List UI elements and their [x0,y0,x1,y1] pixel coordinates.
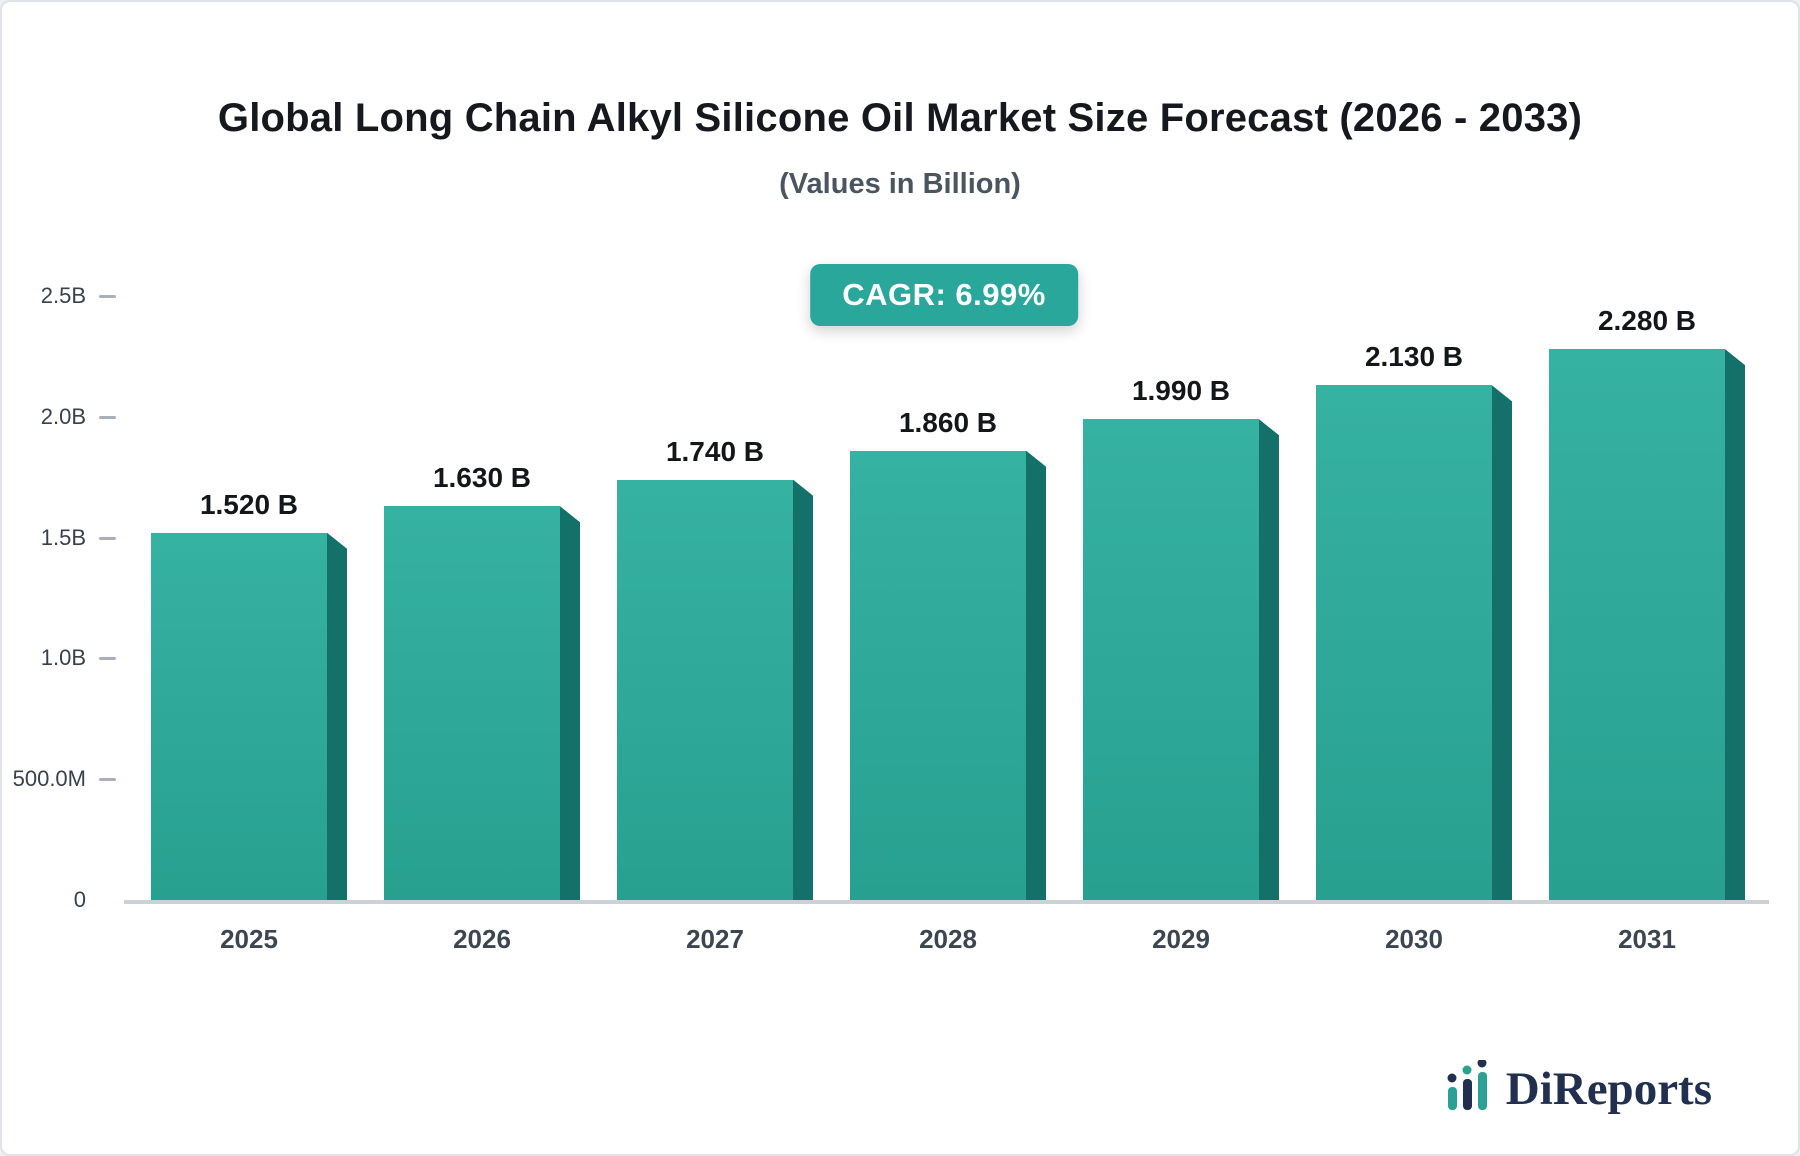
bar-side-face [327,532,347,900]
y-tick-mark [99,657,116,661]
bar-front-face [384,506,560,900]
plot-area: 1.520 B 2025 1.630 B 2026 1.740 B 2027 1.860 B… [124,296,1769,954]
bar-front-face [1549,349,1725,900]
bar-value-label: 1.740 B [665,435,765,467]
x-axis-label: 2027 [686,924,744,954]
bar-front-face [1083,419,1259,900]
bar-side-face [1259,419,1279,900]
bar-2025: 1.520 B 2025 [151,489,347,954]
x-axis-label: 2028 [919,924,977,954]
y-tick-label: 1.0B [40,645,86,671]
bar-side-face [1026,450,1046,900]
bar-2028: 1.860 B 2028 [850,407,1046,954]
y-tick-label: 1.5B [40,524,86,550]
bar-2031: 2.280 B 2031 [1549,305,1745,954]
bar-chart-logo-icon [1447,1060,1487,1110]
x-axis-label: 2029 [1152,924,1210,954]
x-axis-label: 2031 [1618,924,1676,954]
y-tick-mark [99,778,116,782]
bar-front-face [1316,385,1492,900]
bar-side-face [1725,349,1745,900]
bar-side-face [560,506,580,900]
cagr-badge: CAGR: 6.99% [810,264,1078,326]
bar-side-face [1492,385,1512,900]
y-tick-label: 2.5B [40,283,86,308]
bar-value-label: 1.860 B [898,406,998,438]
bar-value-label: 2.280 B [1597,305,1697,337]
x-axis-label: 2030 [1385,924,1443,954]
y-tick-mark [99,295,116,298]
bar-front-face [151,532,327,900]
bar-2027: 1.740 B 2027 [617,436,813,954]
x-axis-label: 2025 [220,924,278,954]
bar-value-label: 1.520 B [199,488,299,520]
y-tick-label: 500.0M [12,766,86,792]
brand-logo: DiReports [1443,1060,1712,1116]
bar-2026: 1.630 B 2026 [384,462,580,954]
bar-value-label: 2.130 B [1364,341,1464,373]
chart-subtitle: (Values in Billion) [779,168,1021,200]
bar-front-face [850,450,1026,900]
y-axis: 2.5B 2.0B 1.5B 1.0B 500.0M 0 [2,283,124,912]
bar-value-label: 1.630 B [432,462,532,494]
x-axis-label: 2026 [453,924,511,954]
brand-logo-text: DiReports [1505,1063,1712,1116]
bar-2029: 1.990 B 2029 [1083,375,1279,954]
bar-value-label: 1.990 B [1131,375,1231,407]
bar-front-face [617,479,793,900]
y-tick-label: 2.0B [40,403,86,429]
y-tick-mark [99,536,116,540]
y-tick-label: 0 [73,887,86,912]
bar-side-face [793,479,813,900]
y-tick-mark [99,415,116,419]
bars: 1.520 B 2025 1.630 B 2026 1.740 B 2027 1.860 B… [151,305,1745,954]
chart-title: Global Long Chain Alkyl Silicone Oil Mar… [217,96,1583,140]
bar-2030: 2.130 B 2030 [1316,341,1512,954]
